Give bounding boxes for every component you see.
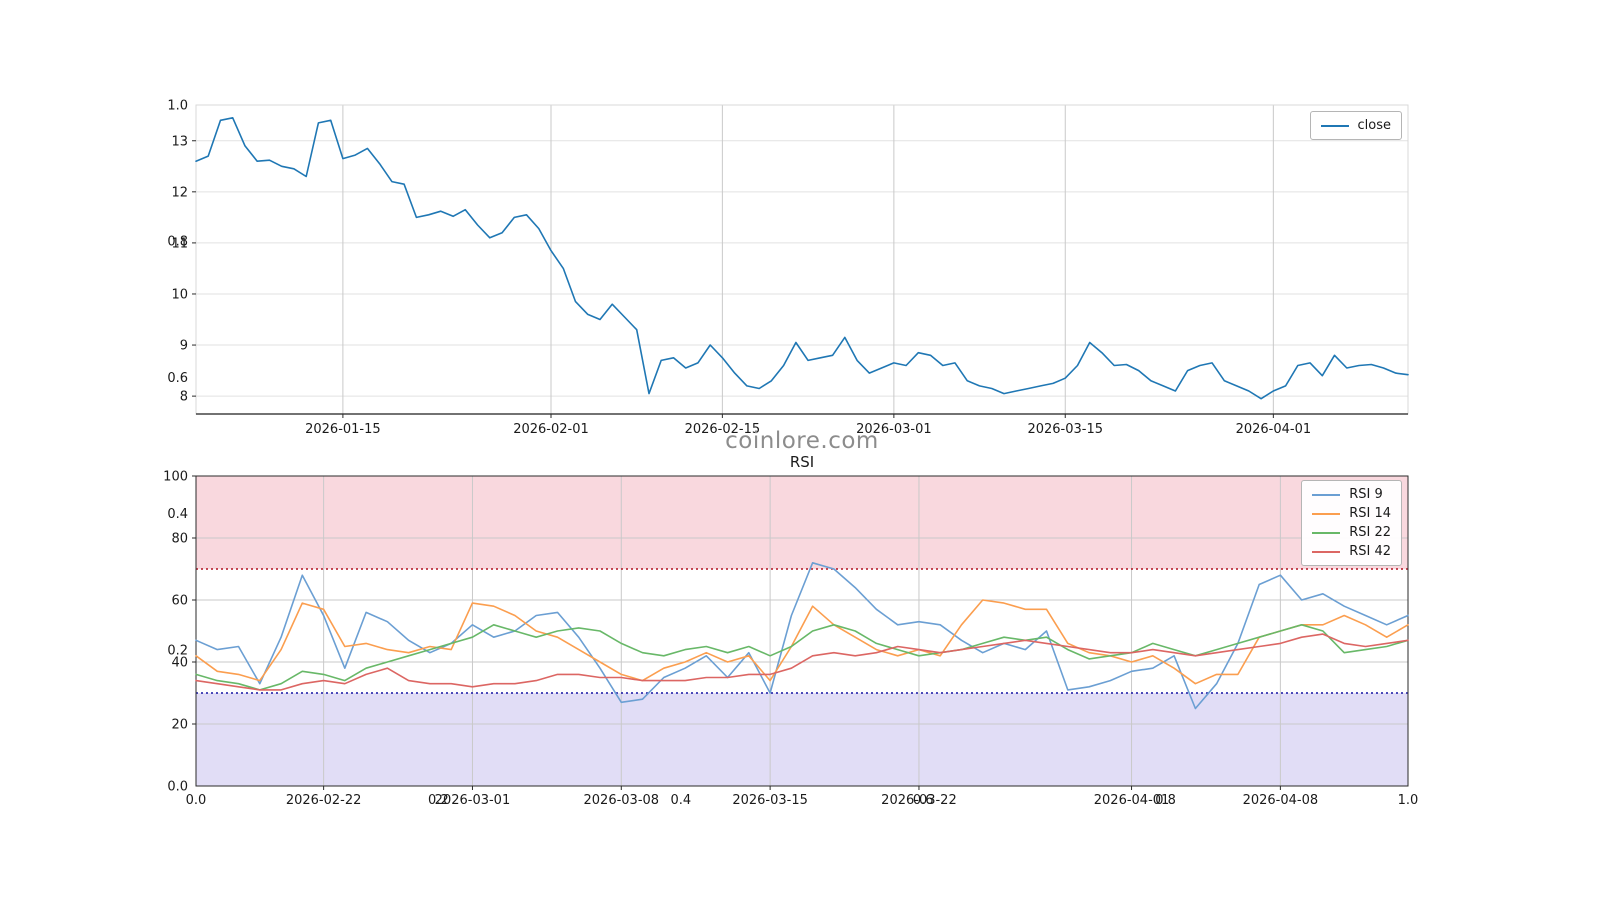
y-tick-label: 60 (171, 594, 188, 609)
price-plot-area: 13 12 11 10 9 8 2026-01-15 2026-02-01 2026-02-15… (171, 104, 1409, 437)
y-tick-label: 100 (163, 470, 188, 485)
y-tick-label: 20 (171, 718, 188, 733)
y-tick-label: 12 (171, 185, 188, 200)
legend-label: RSI 42 (1349, 544, 1391, 559)
series-rsi-9 (195, 561, 1409, 710)
x-tick-label: 2026-02-15 (685, 422, 761, 437)
series-rsi-22 (195, 623, 1409, 691)
series-rsi-42 (195, 633, 1409, 691)
unit-y-tick-label: 0.6 (167, 371, 188, 386)
legend-label: RSI 14 (1349, 506, 1391, 521)
series-close (195, 117, 1409, 400)
rsi-plot-area: 100 80 60 40 20 2026-02-22 2026-03-01 2026-03-0… (163, 470, 1409, 808)
y-tick-label: 13 (171, 134, 188, 149)
price-legend: close (1309, 111, 1402, 140)
unit-y-tick-label: 0.4 (167, 507, 188, 522)
x-tick-label: 2026-03-01 (856, 422, 932, 437)
x-tick-label: 2026-03-15 (732, 793, 808, 808)
unit-y-tick-label: 0.2 (167, 643, 188, 658)
y-tick-label: 40 (171, 656, 188, 671)
unit-y-tick-label: 1.0 (167, 99, 188, 114)
series-rsi-14 (195, 599, 1409, 685)
unit-x-tick-label: 0.6 (913, 793, 934, 808)
x-tick-label: 2026-03-01 (435, 793, 511, 808)
rsi-band (196, 693, 1408, 786)
legend-item: RSI 9 (1312, 485, 1391, 504)
x-tick-label: 2026-03-08 (584, 793, 660, 808)
unit-x-tick-label: 0.0 (186, 793, 207, 808)
legend-line-sample (1312, 512, 1341, 515)
y-tick-label: 80 (171, 532, 188, 547)
unit-y-tick-label: 0.0 (167, 780, 188, 795)
legend-label: RSI 22 (1349, 525, 1391, 540)
x-tick-label: 2026-01-15 (305, 422, 381, 437)
x-tick-label: 2026-04-01 (1236, 422, 1312, 437)
y-tick-label: 10 (171, 287, 188, 302)
x-tick-label: 2026-03-22 (881, 793, 957, 808)
y-tick-label: 11 (171, 236, 188, 251)
legend-label: RSI 9 (1349, 487, 1383, 502)
legend-item: RSI 42 (1312, 542, 1391, 561)
legend-item: close (1320, 116, 1391, 135)
unit-x-tick-label: 0.8 (1155, 793, 1176, 808)
rsi-band (196, 476, 1408, 569)
legend-item: RSI 22 (1312, 523, 1391, 542)
y-tick-label: 9 (180, 339, 188, 354)
y-tick-label: 8 (180, 390, 188, 405)
unit-x-tick-label: 0.4 (670, 793, 691, 808)
overlay-unit-axis: 1.0 0.8 0.6 0.4 0.2 0.00.0 0.2 0.4 0.6 0.8 1.0 (167, 99, 1418, 809)
rsi-chart-title: RSI (789, 453, 815, 471)
legend-line-sample (1312, 493, 1341, 496)
unit-x-tick-label: 1.0 (1398, 793, 1419, 808)
x-tick-label: 2026-02-01 (513, 422, 589, 437)
watermark: coinlore.com (725, 428, 879, 454)
plot-frame (195, 104, 1409, 415)
x-tick-label: 2026-04-08 (1243, 793, 1319, 808)
unit-x-tick-label: 0.2 (428, 793, 449, 808)
legend-line-sample (1320, 124, 1349, 127)
plot-frame (195, 475, 1409, 787)
unit-y-tick-label: 0.8 (167, 235, 188, 250)
legend-item: RSI 14 (1312, 504, 1391, 523)
legend-line-sample (1312, 550, 1341, 553)
x-tick-label: 2026-02-22 (286, 793, 362, 808)
legend-label: close (1357, 118, 1391, 133)
rsi-legend: RSI 9 RSI 14 RSI 22 RSI 42 (1301, 480, 1402, 566)
x-tick-label: 2026-03-15 (1027, 422, 1103, 437)
legend-line-sample (1312, 531, 1341, 534)
x-tick-label: 2026-04-01 (1094, 793, 1170, 808)
